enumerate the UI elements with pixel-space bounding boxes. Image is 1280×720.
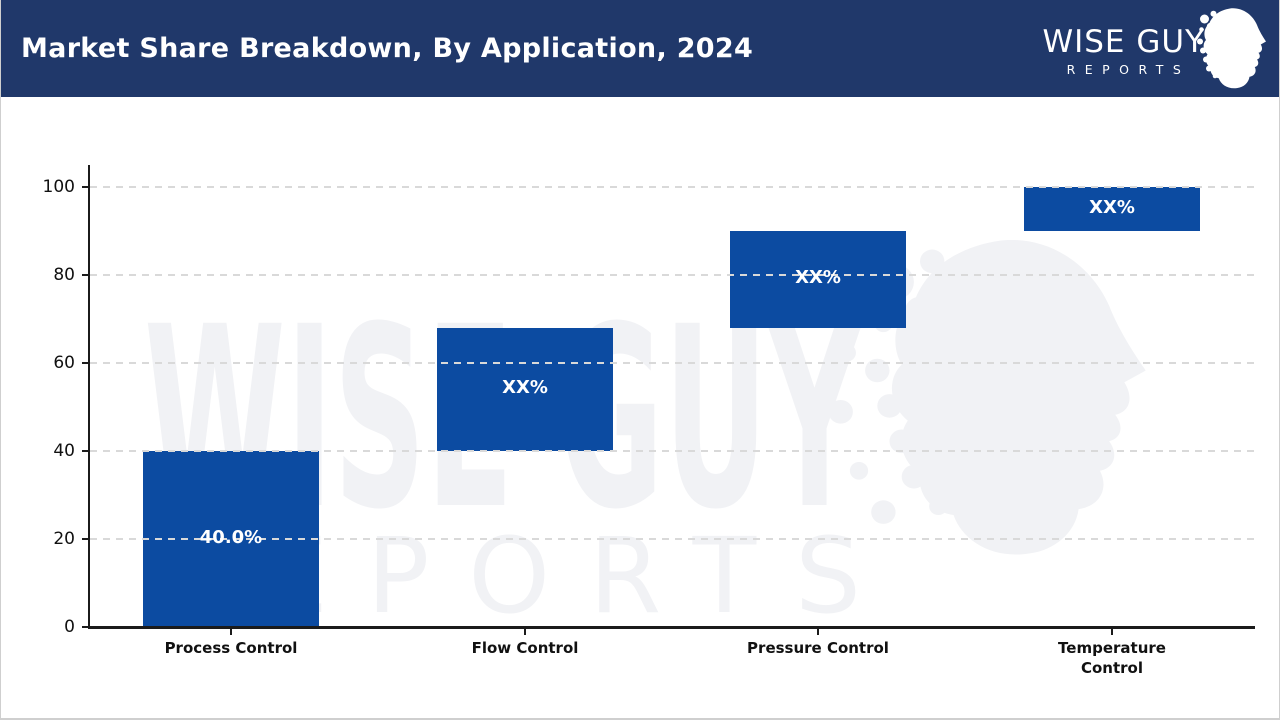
x-tick-mark [1111,629,1113,635]
x-tick-label: Flow Control [471,639,579,657]
brand-subtitle: REPORTS [1066,62,1191,77]
bar-value-label: 40.0% [199,527,263,548]
brand-logo-text: WISE GUY REPORTS [1042,24,1205,77]
chart-plot-area: 0 20 40 60 80 100 40.0% XX% XX% XX% Process Contro… [1,97,1279,718]
y-tick-label: 80 [53,265,75,285]
wise-guy-face-icon [1197,8,1266,89]
y-tick-mark [82,274,88,276]
y-tick-mark [82,362,88,364]
brand-logo: WISE GUY REPORTS [1033,0,1273,97]
gridline [90,186,1254,188]
bar-value-label: XX% [1089,197,1135,218]
page-title: Market Share Breakdown, By Application, … [21,33,754,64]
y-tick-mark [82,450,88,452]
y-tick-label: 60 [53,353,75,373]
y-tick-mark [82,186,88,188]
bar-value-label: XX% [502,377,548,399]
brand-name: WISE GUY [1042,24,1205,60]
gridline [90,538,1254,540]
x-tick-label: Temperature Control [1058,639,1166,677]
x-tick-mark [230,629,232,635]
header-bar: Market Share Breakdown, By Application, … [1,0,1279,97]
y-tick-label: 0 [64,617,75,637]
y-tick-label: 40 [53,441,75,461]
x-tick-mark [817,629,819,635]
y-tick-mark [82,538,88,540]
gridline [90,274,1254,276]
y-tick-label: 100 [42,177,75,197]
x-axis-spine [88,626,1255,629]
gridline [90,450,1254,452]
x-tick-label: Process Control [164,639,298,657]
x-tick-mark [524,629,526,635]
bar-value-label: XX% [795,267,841,289]
bar-segment [437,327,613,451]
y-axis-spine [88,165,90,628]
y-tick-mark [82,626,88,628]
bar-segment [730,231,906,328]
x-tick-label: Pressure Control [747,639,889,657]
bar-segment [1024,187,1200,231]
y-tick-label: 20 [53,529,75,549]
gridline [90,362,1254,364]
